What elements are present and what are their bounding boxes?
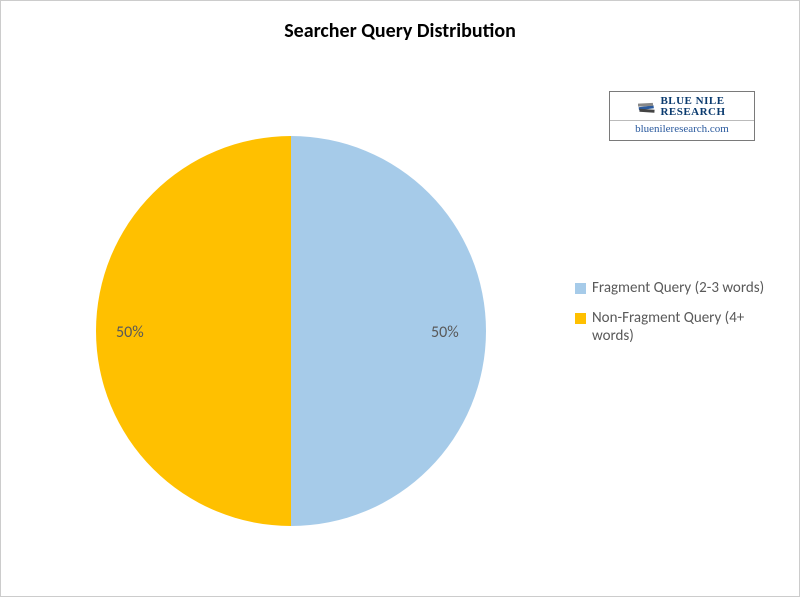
pie-chart: 50% 50% — [96, 136, 486, 526]
brand-line2: RESEARCH — [660, 107, 725, 118]
brand-url: bluenileresearch.com — [610, 120, 754, 135]
legend-item-1: Non-Fragment Query (4+ words) — [575, 309, 772, 345]
brand-logo-box: BLUE NILE RESEARCH bluenileresearch.com — [609, 91, 755, 141]
legend-item-0: Fragment Query (2-3 words) — [575, 279, 772, 297]
legend: Fragment Query (2-3 words) Non-Fragment … — [575, 279, 772, 357]
legend-text-0: Fragment Query (2-3 words) — [592, 279, 764, 297]
slice-label-0: 50% — [431, 323, 459, 342]
brand-text: BLUE NILE RESEARCH — [660, 96, 725, 118]
pie-body — [96, 136, 486, 526]
slice-label-1: 50% — [116, 323, 144, 342]
books-icon — [638, 100, 656, 114]
chart-title: Searcher Query Distribution — [1, 19, 799, 43]
legend-swatch-1 — [575, 313, 586, 324]
brand-top: BLUE NILE RESEARCH — [638, 92, 725, 118]
legend-text-1: Non-Fragment Query (4+ words) — [592, 309, 772, 345]
legend-swatch-0 — [575, 283, 586, 294]
